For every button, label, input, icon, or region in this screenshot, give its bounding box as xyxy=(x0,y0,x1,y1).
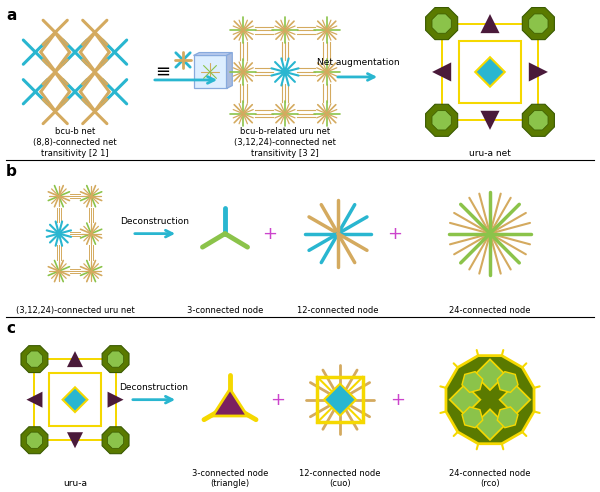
Text: uru-a net: uru-a net xyxy=(469,149,511,158)
Polygon shape xyxy=(26,351,43,367)
Polygon shape xyxy=(21,346,48,372)
Polygon shape xyxy=(529,111,548,130)
Text: b: b xyxy=(6,164,17,179)
Polygon shape xyxy=(26,392,43,408)
Text: ≡: ≡ xyxy=(155,63,170,81)
Bar xyxy=(458,40,521,103)
Text: bcu-b-related uru net
(3,12,24)-connected net
transitivity [3 2]: bcu-b-related uru net (3,12,24)-connecte… xyxy=(234,127,336,158)
Polygon shape xyxy=(107,351,124,367)
Text: 12-connected node
(cuo): 12-connected node (cuo) xyxy=(299,468,381,488)
Polygon shape xyxy=(500,384,530,415)
Polygon shape xyxy=(523,104,554,136)
Text: bcu-b net
(8,8)-connected net
transitivity [2 1]: bcu-b net (8,8)-connected net transitivi… xyxy=(33,127,117,158)
Bar xyxy=(49,373,101,426)
Polygon shape xyxy=(529,14,548,33)
Text: uru-a: uru-a xyxy=(63,479,87,488)
Polygon shape xyxy=(62,387,88,412)
Text: +: + xyxy=(391,391,406,409)
Polygon shape xyxy=(102,427,129,454)
Polygon shape xyxy=(432,62,451,82)
Polygon shape xyxy=(212,389,247,416)
Bar xyxy=(193,56,227,89)
Text: Deconstruction: Deconstruction xyxy=(121,216,190,226)
Polygon shape xyxy=(475,57,505,87)
Text: 3-connected node: 3-connected node xyxy=(187,307,263,315)
Text: Net augmentation: Net augmentation xyxy=(317,58,400,67)
Polygon shape xyxy=(107,432,124,448)
Polygon shape xyxy=(481,111,500,130)
Polygon shape xyxy=(462,407,483,428)
Polygon shape xyxy=(21,427,48,454)
Polygon shape xyxy=(462,371,483,393)
Polygon shape xyxy=(475,359,505,390)
Text: a: a xyxy=(6,8,16,23)
Polygon shape xyxy=(425,104,458,136)
Polygon shape xyxy=(475,409,505,440)
Text: c: c xyxy=(6,321,15,337)
Polygon shape xyxy=(449,384,481,415)
Polygon shape xyxy=(523,7,554,40)
Text: (3,12,24)-connected uru net: (3,12,24)-connected uru net xyxy=(16,307,134,315)
Polygon shape xyxy=(432,14,451,33)
Text: +: + xyxy=(263,225,277,243)
Polygon shape xyxy=(107,392,124,408)
Bar xyxy=(317,377,363,423)
Polygon shape xyxy=(481,14,500,33)
Text: 24-connected node: 24-connected node xyxy=(449,307,531,315)
Polygon shape xyxy=(324,384,356,416)
Text: 3-connected node
(triangle): 3-connected node (triangle) xyxy=(192,468,268,488)
Polygon shape xyxy=(193,53,232,56)
Polygon shape xyxy=(102,346,129,372)
Polygon shape xyxy=(425,7,458,40)
Polygon shape xyxy=(227,53,232,89)
Polygon shape xyxy=(497,407,518,428)
Text: Deconstruction: Deconstruction xyxy=(119,383,188,392)
Polygon shape xyxy=(529,62,548,82)
Polygon shape xyxy=(67,432,83,448)
Text: +: + xyxy=(271,391,286,409)
Polygon shape xyxy=(497,371,518,393)
Polygon shape xyxy=(446,356,534,444)
Text: +: + xyxy=(388,225,403,243)
Text: 12-connected node: 12-connected node xyxy=(297,307,379,315)
Polygon shape xyxy=(67,351,83,367)
Text: 24-connected node
(rco): 24-connected node (rco) xyxy=(449,468,531,488)
Polygon shape xyxy=(432,111,451,130)
Polygon shape xyxy=(26,432,43,448)
